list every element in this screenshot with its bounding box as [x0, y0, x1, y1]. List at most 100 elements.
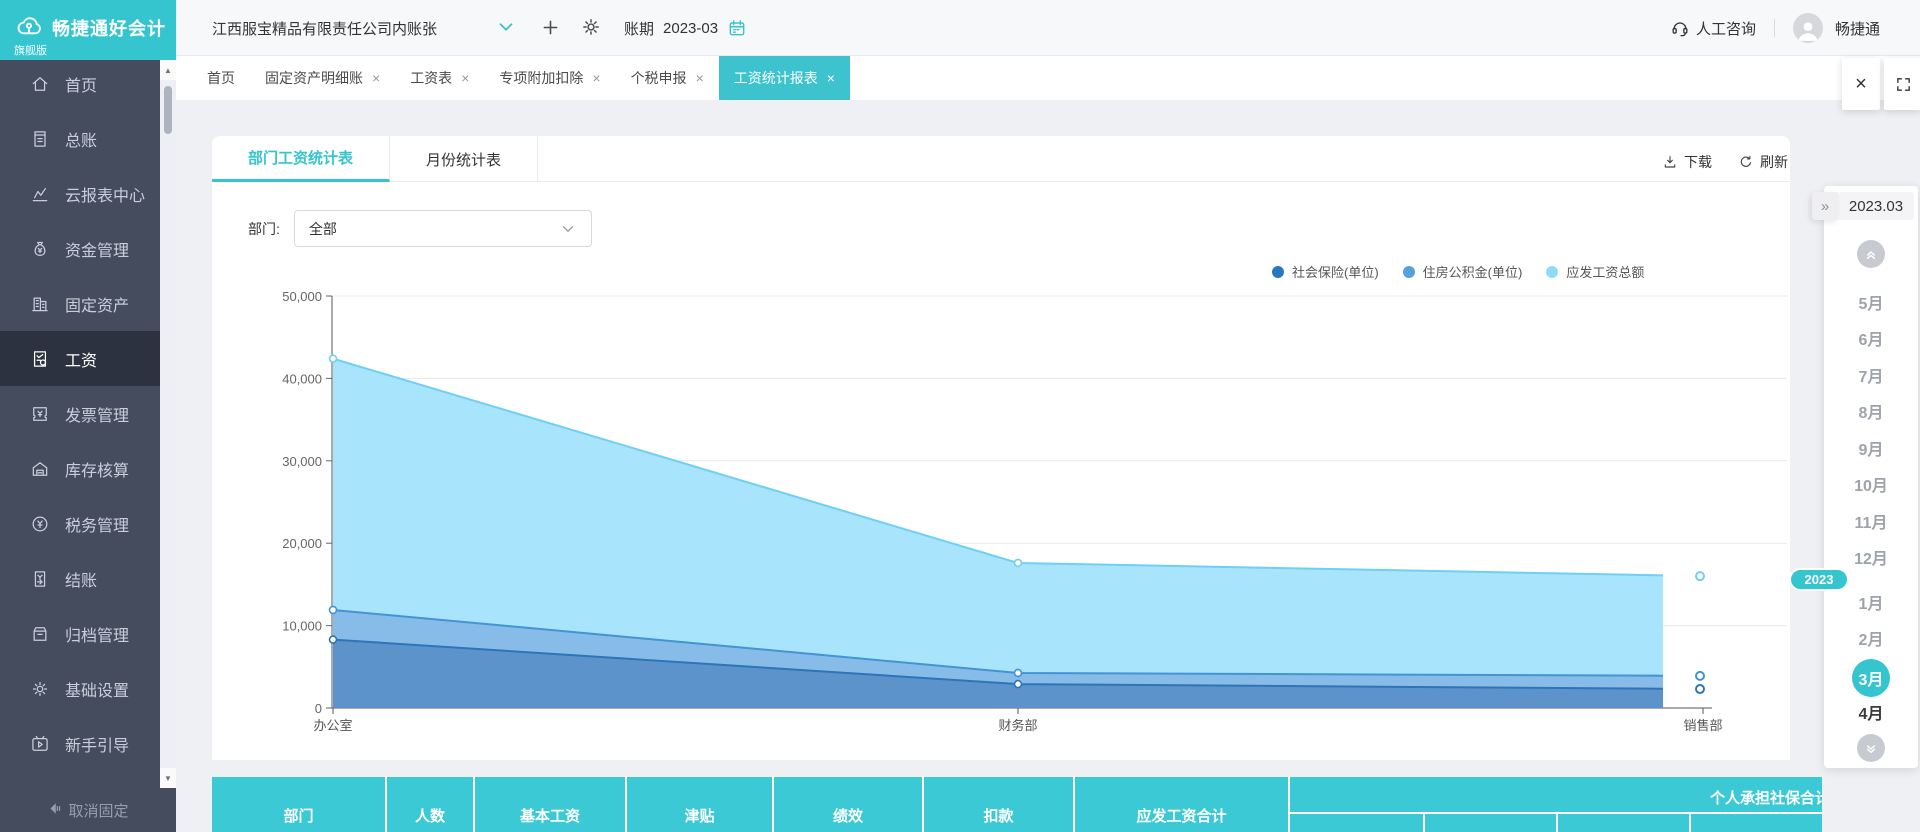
scroll-months-up-button[interactable]	[1857, 240, 1885, 268]
month-item-6[interactable]: 6月	[1858, 332, 1884, 349]
month-item-9[interactable]: 9月	[1858, 442, 1884, 459]
column-header-department[interactable]: 部门	[212, 777, 387, 832]
sidebar-item-archive[interactable]: 归档管理	[0, 606, 176, 661]
company-name[interactable]: 江西服宝精品有限责任公司内账张	[212, 20, 438, 38]
sidebar-item-invoices[interactable]: 发票管理	[0, 386, 176, 441]
close-icon[interactable]: ×	[592, 70, 601, 86]
calendar-icon[interactable]	[727, 18, 747, 38]
close-icon[interactable]: ×	[695, 70, 704, 86]
month-item-2[interactable]: 2月	[1858, 632, 1884, 649]
cloud-report-icon	[30, 184, 50, 204]
legend-item-gross-salary[interactable]: 应发工资总额	[1546, 262, 1644, 281]
svg-text:销售部: 销售部	[1683, 718, 1722, 733]
column-group-personal-social-insurance: 个人承担社保合计	[1290, 777, 1822, 832]
legend-item-housing-fund[interactable]: 住房公积金(单位)	[1402, 262, 1522, 281]
sidebar-item-settings[interactable]: 基础设置	[0, 661, 176, 716]
archive-icon	[30, 624, 50, 644]
ledger-icon	[30, 129, 50, 149]
period-value[interactable]: 2023-03	[663, 19, 719, 37]
legend-label: 社会保险(单位)	[1292, 265, 1379, 280]
sidebar-item-cloud-reports[interactable]: 云报表中心	[0, 166, 176, 221]
scroll-months-down-button[interactable]	[1857, 734, 1885, 762]
month-item-8[interactable]: 8月	[1858, 405, 1884, 422]
scroll-up-icon[interactable]: ▲	[160, 60, 176, 80]
download-button[interactable]: 下载	[1662, 152, 1712, 172]
column-header-performance[interactable]: 绩效	[774, 777, 924, 832]
sidebar-item-home[interactable]: 首页	[0, 56, 176, 111]
company-dropdown-caret-icon[interactable]	[495, 16, 517, 38]
home-icon	[30, 74, 50, 94]
report-subtabs: 部门工资统计表 月份统计表	[212, 136, 1790, 182]
unpin-label: 取消固定	[68, 802, 129, 820]
sidebar-item-funds[interactable]: 资金管理	[0, 221, 176, 276]
fullscreen-button[interactable]	[1884, 58, 1920, 110]
close-page-button[interactable]: ×	[1842, 58, 1880, 110]
column-header-headcount[interactable]: 人数	[387, 777, 475, 832]
period-label: 账期	[624, 20, 655, 38]
sidebar-item-fixed-assets[interactable]: 固定资产	[0, 276, 176, 331]
department-select[interactable]: 全部	[293, 210, 592, 247]
close-icon[interactable]: ×	[826, 70, 835, 86]
tab-label: 工资统计报表	[733, 70, 818, 86]
invoice-icon	[30, 404, 50, 424]
sidebar-item-inventory[interactable]: 库存核算	[0, 441, 176, 496]
column-header-base-salary[interactable]: 基本工资	[475, 777, 627, 832]
tab-bar: 首页 固定资产明细账 × 工资表 × 专项附加扣除 × 个税申报 × 工资统计报表 ×	[176, 56, 1920, 100]
subtab-month-statistics[interactable]: 月份统计表	[390, 136, 539, 182]
tab-salary-statistics[interactable]: 工资统计报表 ×	[718, 56, 850, 100]
sidebar-item-label: 资金管理	[65, 242, 130, 260]
scrollbar-thumb[interactable]	[164, 86, 172, 134]
group-header-label: 个人承担社保合计	[1710, 790, 1822, 807]
month-item-1[interactable]: 1月	[1858, 596, 1884, 613]
app-edition: 旗舰版	[14, 45, 47, 57]
sidebar-item-salary[interactable]: 工资	[0, 331, 176, 386]
avatar[interactable]	[1792, 13, 1823, 43]
tab-home[interactable]: 首页	[192, 56, 250, 100]
tab-label: 个税申报	[630, 70, 687, 86]
legend-label: 应发工资总额	[1566, 265, 1645, 280]
chevron-double-down-icon	[1866, 745, 1876, 754]
svg-text:办公室: 办公室	[313, 718, 352, 733]
tab-label: 工资表	[410, 70, 453, 86]
svg-text:10,000: 10,000	[282, 619, 322, 634]
unpin-sidebar-button[interactable]: 取消固定	[0, 788, 176, 832]
sidebar-item-guide[interactable]: 新手引导	[0, 716, 176, 771]
sidebar-nav: 首页 总账 云报表中心 资金管理 固定资产 工资 发票管理 库存核算 税务管理 …	[0, 56, 176, 832]
collapse-panel-button[interactable]: »	[1812, 192, 1838, 220]
legend-item-social-insurance[interactable]: 社会保险(单位)	[1272, 262, 1379, 281]
column-header-gross-total[interactable]: 应发工资合计	[1075, 777, 1290, 832]
month-item-12[interactable]: 12月	[1854, 551, 1888, 568]
tab-salary-sheet[interactable]: 工资表 ×	[395, 56, 484, 100]
column-header-deduction[interactable]: 扣款	[924, 777, 1075, 832]
sidebar-scrollbar[interactable]: ▲ ▼	[160, 60, 176, 788]
tab-special-deduction[interactable]: 专项附加扣除 ×	[484, 56, 615, 100]
month-item-7[interactable]: 7月	[1858, 369, 1884, 386]
month-item-3-selected[interactable]: 3月	[1852, 659, 1890, 697]
sidebar-item-closing[interactable]: 结账	[0, 551, 176, 606]
gear-icon[interactable]	[580, 16, 602, 38]
subtab-department-statistics[interactable]: 部门工资统计表	[212, 136, 391, 182]
subtab-label: 月份统计表	[426, 151, 502, 169]
tab-tax-filing[interactable]: 个税申报 ×	[616, 56, 719, 100]
tab-fixed-asset-detail[interactable]: 固定资产明细账 ×	[250, 56, 395, 100]
month-item-10[interactable]: 10月	[1854, 478, 1888, 495]
app-logo: 畅捷通好会计 旗舰版	[0, 0, 176, 60]
department-filter-label: 部门:	[248, 220, 280, 237]
legend-dot	[1546, 265, 1559, 278]
add-icon[interactable]	[540, 17, 561, 38]
month-item-4[interactable]: 4月	[1858, 706, 1884, 723]
month-item-11[interactable]: 11月	[1854, 515, 1888, 532]
refresh-button[interactable]: 刷新	[1738, 152, 1788, 172]
user-name[interactable]: 畅捷通	[1834, 20, 1880, 38]
scroll-down-icon[interactable]: ▼	[160, 768, 176, 788]
support-button[interactable]: 人工咨询	[1670, 18, 1756, 39]
column-header-allowance[interactable]: 津贴	[627, 777, 774, 832]
sidebar-item-general-ledger[interactable]: 总账	[0, 111, 176, 166]
group-divider	[1290, 812, 1822, 814]
close-icon[interactable]: ×	[372, 70, 381, 86]
svg-text:40,000: 40,000	[282, 371, 322, 386]
month-item-5[interactable]: 5月	[1858, 296, 1884, 313]
close-icon[interactable]: ×	[461, 70, 470, 86]
tab-label: 固定资产明细账	[265, 70, 363, 86]
sidebar-item-tax[interactable]: 税务管理	[0, 496, 176, 551]
